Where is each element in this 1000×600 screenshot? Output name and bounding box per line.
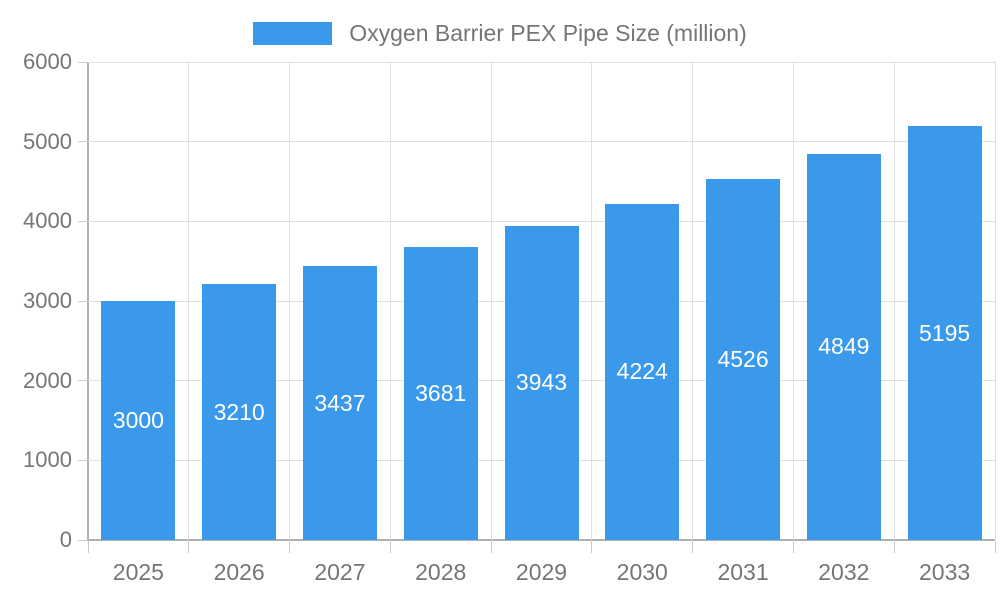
y-axis-tick: [78, 300, 88, 302]
x-axis-tick: [389, 541, 391, 553]
y-axis-label: 2000: [23, 367, 72, 393]
x-axis-label: 2025: [112, 559, 164, 585]
v-gridline: [289, 62, 291, 540]
bar: 4849: [806, 153, 881, 540]
bar-value-label: 5195: [919, 319, 971, 346]
x-axis-tick: [87, 541, 89, 553]
x-axis-tick: [490, 541, 492, 553]
y-axis-label: 0: [59, 527, 72, 552]
bar: 4526: [706, 179, 781, 540]
x-axis-label: 2031: [717, 559, 769, 585]
x-axis-label: 2028: [415, 559, 467, 585]
h-gridline: [88, 220, 995, 222]
h-gridline: [88, 61, 995, 63]
bar: 5195: [907, 126, 982, 540]
x-axis-tick: [591, 541, 593, 553]
bar-value-label: 3681: [415, 379, 467, 406]
bar: 4224: [605, 203, 680, 540]
y-axis-label: 4000: [23, 208, 72, 234]
bar: 3943: [504, 225, 579, 540]
bar-value-label: 3437: [314, 389, 366, 416]
bar: 3681: [403, 246, 478, 540]
v-gridline: [389, 62, 391, 540]
plot-area: 3000 3210 3437 3681 3943 4224 4526 4849 5195: [88, 61, 996, 540]
x-axis-tick: [792, 541, 794, 553]
legend-label: Oxygen Barrier PEX Pipe Size (million): [349, 20, 747, 46]
bar-value-label: 3210: [213, 398, 265, 425]
v-gridline: [893, 62, 895, 540]
bar: 3210: [202, 284, 277, 540]
legend-swatch-icon: [253, 22, 333, 45]
y-axis-label: 5000: [23, 128, 72, 154]
y-axis-tick: [78, 220, 88, 222]
x-axis-tick: [994, 541, 996, 553]
x-axis-tick: [893, 541, 895, 553]
bar-value-label: 3943: [515, 369, 568, 396]
bar: 3000: [101, 301, 176, 540]
x-axis-label: 2027: [314, 559, 366, 585]
y-axis-tick: [78, 380, 88, 382]
bar-value-label: 4224: [616, 358, 668, 385]
bar-value-label: 3000: [112, 407, 164, 433]
x-axis-label: 2032: [818, 559, 870, 585]
x-axis-label: 2029: [515, 559, 568, 585]
bar-value-label: 4849: [818, 333, 870, 360]
v-gridline: [692, 62, 694, 540]
x-axis-label: 2033: [919, 559, 971, 585]
x-axis-line: [87, 539, 995, 541]
y-axis-tick: [78, 459, 88, 461]
bar: 3437: [302, 266, 377, 540]
y-axis-label: 1000: [23, 447, 72, 473]
y-axis-tick: [78, 539, 88, 541]
y-axis-tick: [78, 61, 88, 63]
h-gridline: [88, 141, 995, 143]
legend[interactable]: Oxygen Barrier PEX Pipe Size (million): [0, 20, 1000, 47]
x-axis-tick: [692, 541, 694, 553]
v-gridline: [994, 62, 996, 540]
v-gridline: [490, 62, 492, 540]
bar-value-label: 4526: [717, 346, 769, 373]
x-axis-label: 2030: [616, 559, 668, 585]
y-axis-label: 6000: [23, 49, 72, 74]
x-axis-label: 2026: [213, 559, 265, 585]
x-axis-tick: [188, 541, 190, 553]
x-axis-tick: [289, 541, 291, 553]
y-axis-tick: [78, 141, 88, 143]
v-gridline: [591, 62, 593, 540]
v-gridline: [792, 62, 794, 540]
v-gridline: [188, 62, 190, 540]
y-axis-label: 3000: [23, 288, 72, 313]
